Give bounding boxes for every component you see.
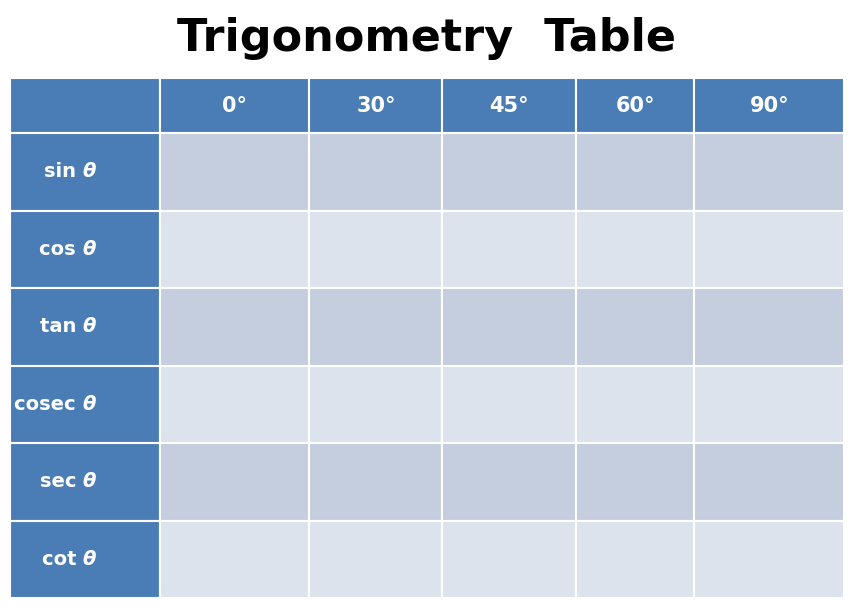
- Bar: [10, 133, 160, 210]
- Text: 90°: 90°: [748, 95, 788, 116]
- Bar: [10, 78, 160, 133]
- Text: cosec: cosec: [15, 395, 83, 414]
- Bar: [693, 288, 843, 365]
- Bar: [10, 288, 160, 365]
- Bar: [160, 133, 309, 210]
- Text: 30°: 30°: [356, 95, 395, 116]
- Bar: [693, 520, 843, 598]
- Text: θ: θ: [83, 472, 96, 491]
- Bar: [160, 443, 309, 520]
- Bar: [10, 443, 160, 520]
- Bar: [160, 210, 309, 288]
- Text: 45°: 45°: [489, 95, 528, 116]
- Text: 60°: 60°: [614, 95, 654, 116]
- Bar: [442, 210, 575, 288]
- Text: θ: θ: [83, 162, 96, 181]
- Bar: [309, 78, 442, 133]
- Text: 0°: 0°: [222, 95, 247, 116]
- Bar: [309, 520, 442, 598]
- Bar: [693, 78, 843, 133]
- Bar: [575, 520, 693, 598]
- Text: sin: sin: [44, 162, 83, 181]
- Bar: [693, 210, 843, 288]
- Bar: [442, 520, 575, 598]
- Bar: [575, 78, 693, 133]
- Bar: [442, 288, 575, 365]
- Bar: [10, 365, 160, 443]
- Text: tan: tan: [39, 317, 83, 336]
- Bar: [160, 520, 309, 598]
- Bar: [309, 133, 442, 210]
- Bar: [693, 133, 843, 210]
- Bar: [442, 443, 575, 520]
- Bar: [442, 78, 575, 133]
- Bar: [575, 210, 693, 288]
- Text: Trigonometry  Table: Trigonometry Table: [177, 16, 676, 60]
- Bar: [160, 288, 309, 365]
- Text: θ: θ: [83, 550, 96, 568]
- Bar: [442, 365, 575, 443]
- Bar: [575, 133, 693, 210]
- Bar: [575, 365, 693, 443]
- Text: cos: cos: [39, 240, 83, 259]
- Text: θ: θ: [83, 395, 96, 414]
- Bar: [309, 288, 442, 365]
- Bar: [309, 443, 442, 520]
- Bar: [575, 443, 693, 520]
- Bar: [10, 210, 160, 288]
- Bar: [693, 365, 843, 443]
- Bar: [160, 78, 309, 133]
- Bar: [442, 133, 575, 210]
- Text: cot: cot: [42, 550, 83, 568]
- Text: θ: θ: [83, 240, 96, 259]
- Bar: [309, 210, 442, 288]
- Bar: [575, 288, 693, 365]
- Text: sec: sec: [39, 472, 83, 491]
- Bar: [10, 520, 160, 598]
- Bar: [160, 365, 309, 443]
- Bar: [309, 365, 442, 443]
- Bar: [693, 443, 843, 520]
- Text: θ: θ: [83, 317, 96, 336]
